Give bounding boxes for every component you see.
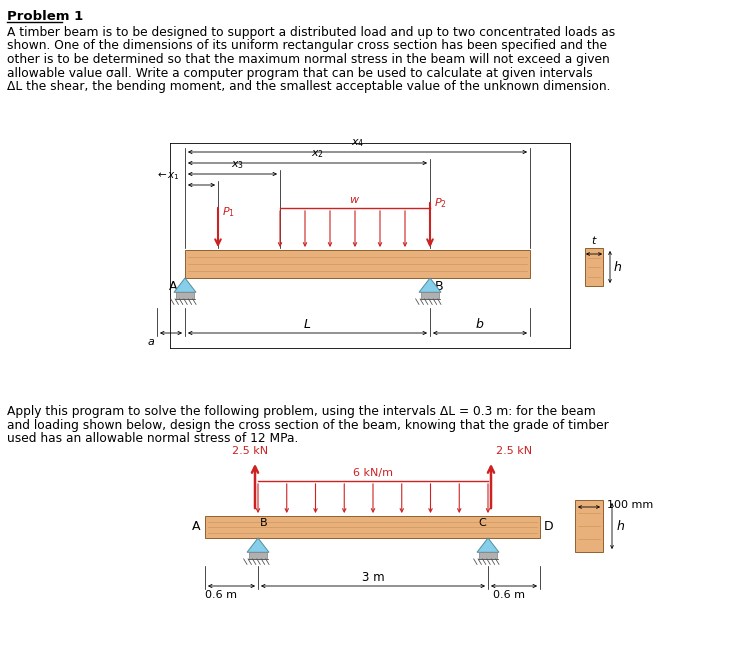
Text: $x_4$: $x_4$ — [351, 137, 364, 149]
Bar — [249, 552, 267, 559]
Text: 0.6 m: 0.6 m — [205, 590, 237, 600]
Text: $a$: $a$ — [147, 337, 155, 347]
Bar — [421, 293, 439, 299]
Text: shown. One of the dimensions of its uniform rectangular cross section has been s: shown. One of the dimensions of its unif… — [7, 39, 607, 52]
Text: $h$: $h$ — [616, 519, 625, 533]
Text: B: B — [435, 280, 444, 293]
Polygon shape — [477, 538, 499, 552]
Text: A: A — [191, 520, 200, 533]
Text: C: C — [478, 518, 486, 528]
Polygon shape — [247, 538, 269, 552]
Text: 100 mm: 100 mm — [607, 500, 654, 510]
Text: used has an allowable normal stress of 12 MPa.: used has an allowable normal stress of 1… — [7, 432, 298, 445]
Text: ΔL the shear, the bending moment, and the smallest acceptable value of the unkno: ΔL the shear, the bending moment, and th… — [7, 80, 611, 93]
Text: $b$: $b$ — [475, 317, 485, 331]
Text: $x_3$: $x_3$ — [231, 159, 244, 171]
Bar — [479, 552, 497, 559]
Text: allowable value σall. Write a computer program that can be used to calculate at : allowable value σall. Write a computer p… — [7, 66, 593, 79]
Bar — [176, 293, 194, 299]
Polygon shape — [419, 278, 441, 293]
Text: A timber beam is to be designed to support a distributed load and up to two conc: A timber beam is to be designed to suppo… — [7, 26, 615, 39]
Text: A: A — [169, 280, 178, 293]
Text: other is to be determined so that the maximum normal stress in the beam will not: other is to be determined so that the ma… — [7, 53, 610, 66]
Text: Apply this program to solve the following problem, using the intervals ΔL = 0.3 : Apply this program to solve the followin… — [7, 405, 596, 418]
Text: 2.5 kN: 2.5 kN — [496, 446, 532, 456]
Text: 0.6 m: 0.6 m — [493, 590, 525, 600]
Bar — [205, 516, 540, 538]
Text: 6 kN/m: 6 kN/m — [353, 468, 393, 478]
Text: $\leftarrow x_1$: $\leftarrow x_1$ — [155, 170, 180, 182]
Text: D: D — [544, 520, 553, 533]
Bar — [575, 500, 603, 552]
Text: $x_2$: $x_2$ — [311, 148, 324, 160]
Text: B: B — [260, 518, 267, 528]
Text: and loading shown below, design the cross section of the beam, knowing that the : and loading shown below, design the cros… — [7, 419, 608, 432]
Polygon shape — [174, 278, 196, 293]
Text: $w$: $w$ — [349, 195, 361, 205]
Text: $t$: $t$ — [590, 234, 597, 246]
Text: 2.5 kN: 2.5 kN — [232, 446, 268, 456]
Text: $P_2$: $P_2$ — [434, 196, 447, 210]
Text: 3 m: 3 m — [361, 571, 384, 584]
Bar — [585, 248, 603, 286]
Text: $P_1$: $P_1$ — [222, 205, 235, 219]
Text: $L$: $L$ — [303, 318, 312, 331]
Text: $h$: $h$ — [613, 260, 622, 274]
Bar — [185, 250, 530, 278]
Text: Problem 1: Problem 1 — [7, 10, 84, 23]
